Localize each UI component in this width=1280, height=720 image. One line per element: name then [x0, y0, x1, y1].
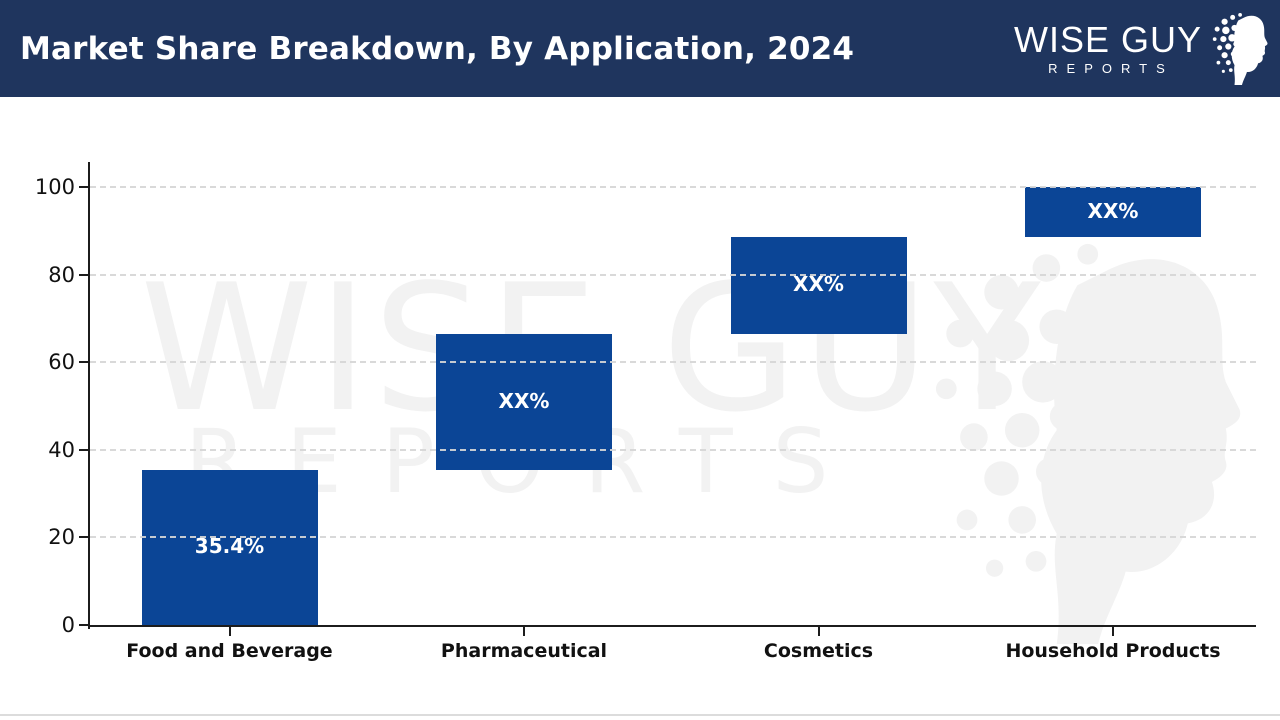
header-bar: Market Share Breakdown, By Application, …: [0, 0, 1280, 97]
x-category-label: Food and Beverage: [126, 640, 333, 662]
y-tick-label: 60: [48, 350, 75, 375]
bar-pharmaceutical: XX%: [436, 333, 612, 470]
y-axis-tick: [79, 536, 88, 539]
logo-text: WISE GUY REPORTS: [1013, 19, 1202, 76]
y-axis-tick: [79, 186, 88, 188]
y-axis-tick: [79, 624, 88, 626]
y-tick-label: 80: [48, 262, 75, 287]
x-axis-tick: [817, 627, 820, 636]
gridline: [90, 361, 1256, 364]
x-axis-tick: [228, 627, 231, 636]
bar-value-label: XX%: [793, 272, 844, 297]
y-tick-label: 100: [34, 175, 75, 199]
logo-subtitle: REPORTS: [1048, 61, 1174, 76]
bar-value-label: XX%: [498, 388, 550, 413]
gridline: [90, 536, 1256, 539]
gridline: [90, 273, 1256, 276]
wise-guy-reports-logo: WISE GUY REPORTS: [1014, 0, 1268, 97]
y-axis-tick: [79, 448, 88, 451]
x-category-label: Household Products: [1005, 640, 1221, 662]
x-axis-tick: [1112, 627, 1114, 636]
bar-value-label: XX%: [1087, 198, 1139, 223]
bar-cosmetics: XX%: [730, 236, 907, 334]
y-tick-label: 0: [61, 613, 75, 637]
bar-household-products: XX%: [1025, 187, 1201, 237]
watermark-head-icon: [898, 228, 1243, 660]
bar-value-label: 35.4%: [194, 534, 265, 559]
y-tick-label: 20: [48, 525, 75, 550]
gridline: [90, 448, 1256, 451]
x-category-label: Cosmetics: [763, 640, 874, 662]
y-axis-tick: [79, 361, 88, 364]
page-title: Market Share Breakdown, By Application, …: [20, 30, 855, 67]
logo-head-icon: [1206, 10, 1268, 88]
logo-wordmark: WISE GUY: [1013, 19, 1202, 60]
gridline: [90, 186, 1256, 188]
bottom-rule: [0, 714, 1280, 716]
y-tick-label: 40: [48, 437, 75, 462]
y-axis-tick: [79, 273, 88, 276]
x-axis-line: [88, 625, 1256, 627]
x-category-label: Pharmaceutical: [440, 640, 608, 662]
bar-food-and-beverage: 35.4%: [141, 469, 318, 625]
y-axis-line: [88, 162, 90, 629]
x-axis-tick: [523, 627, 525, 636]
